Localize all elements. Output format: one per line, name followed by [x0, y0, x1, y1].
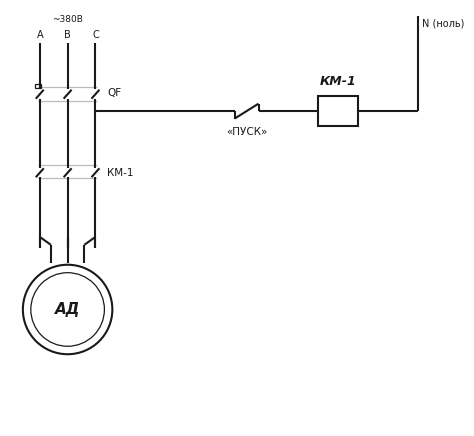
- Text: ~380В: ~380В: [52, 15, 83, 24]
- Text: КМ-1: КМ-1: [319, 75, 356, 88]
- Text: A: A: [36, 30, 43, 40]
- Text: B: B: [64, 30, 71, 40]
- Text: N (ноль): N (ноль): [421, 18, 464, 28]
- Bar: [318, 95, 358, 126]
- Text: QF: QF: [108, 88, 121, 98]
- Text: C: C: [92, 30, 99, 40]
- Text: КМ-1: КМ-1: [108, 168, 134, 178]
- Text: АД: АД: [55, 302, 80, 317]
- Bar: [35, 84, 41, 88]
- Text: «ПУСК»: «ПУСК»: [226, 126, 267, 136]
